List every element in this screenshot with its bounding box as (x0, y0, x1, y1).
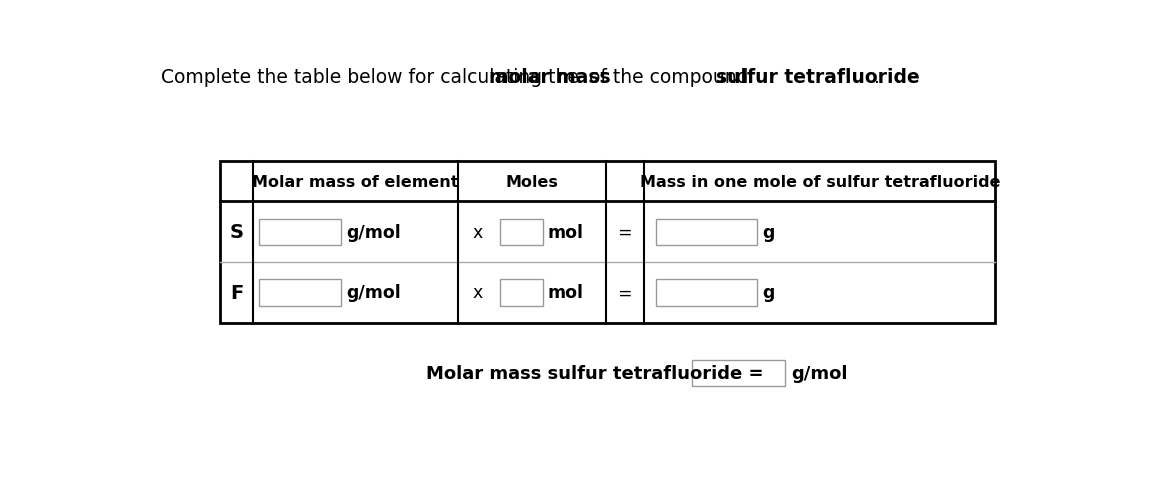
Text: Molar mass of element: Molar mass of element (252, 174, 459, 189)
Text: Mass in one mole of sulfur tetrafluoride: Mass in one mole of sulfur tetrafluoride (640, 174, 1000, 189)
Bar (656, 219, 757, 245)
Bar (259, 219, 340, 245)
Text: x: x (473, 223, 483, 241)
Bar (500, 280, 542, 306)
Text: Molar mass sulfur tetrafluoride =: Molar mass sulfur tetrafluoride = (426, 364, 763, 382)
Text: S: S (230, 223, 244, 242)
Text: g: g (762, 223, 775, 241)
Text: =: = (618, 223, 633, 241)
Text: of the compound: of the compound (583, 68, 755, 87)
Text: Complete the table below for calculating the: Complete the table below for calculating… (161, 68, 585, 87)
Text: .: . (875, 68, 880, 87)
Text: molar mass: molar mass (490, 68, 610, 87)
Text: g/mol: g/mol (791, 364, 848, 382)
Bar (500, 219, 542, 245)
Text: mol: mol (547, 284, 583, 302)
Text: g/mol: g/mol (346, 223, 400, 241)
Text: x: x (473, 284, 483, 302)
Text: mol: mol (547, 223, 583, 241)
Text: sulfur tetrafluoride: sulfur tetrafluoride (716, 68, 920, 87)
Bar (691, 360, 785, 386)
Text: =: = (618, 284, 633, 302)
Text: g/mol: g/mol (346, 284, 400, 302)
Text: g: g (762, 284, 775, 302)
Text: Moles: Moles (506, 174, 559, 189)
Bar (259, 280, 340, 306)
Text: F: F (230, 283, 243, 302)
Bar (221, 162, 996, 323)
Bar (656, 280, 757, 306)
